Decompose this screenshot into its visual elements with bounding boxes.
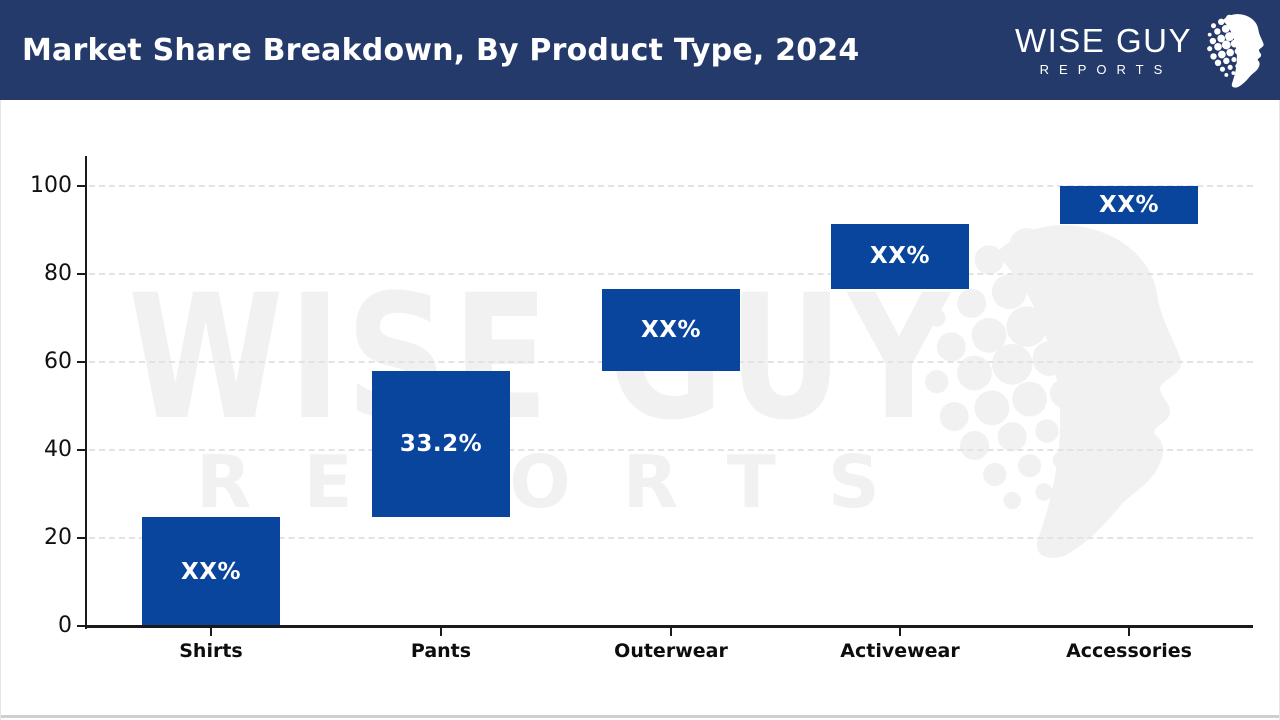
bar-value-label: XX%	[180, 558, 241, 585]
bar-outerwear: XX%	[602, 289, 740, 371]
x-tick-label: Shirts	[179, 640, 243, 662]
y-tick-label: 60	[44, 348, 72, 374]
gridline	[89, 536, 1253, 539]
gridline	[89, 448, 1253, 451]
bar-value-label: XX%	[1098, 191, 1159, 218]
y-tick	[77, 448, 85, 451]
y-tick	[77, 272, 85, 275]
bar-pants: 33.2%	[372, 370, 510, 518]
x-tick	[670, 628, 672, 636]
brand-text: WISE GUY REPORTS	[1015, 24, 1192, 77]
y-axis-line	[85, 156, 87, 629]
bar-accessories: XX%	[1060, 185, 1198, 224]
bar-activewear: XX%	[831, 223, 969, 289]
x-axis-line	[85, 625, 1253, 628]
bar-shirts: XX%	[142, 517, 280, 626]
gridline	[89, 184, 1253, 187]
y-tick-label: 100	[30, 172, 72, 198]
bar-value-label: XX%	[869, 243, 930, 270]
header: Market Share Breakdown, By Product Type,…	[0, 0, 1280, 100]
page-title: Market Share Breakdown, By Product Type,…	[22, 32, 860, 68]
y-tick-label: 0	[58, 613, 72, 638]
bottom-strip	[0, 715, 1280, 718]
y-tick	[77, 625, 85, 627]
y-tick-label: 20	[44, 524, 72, 550]
x-tick	[1128, 628, 1130, 636]
x-tick-label: Outerwear	[614, 640, 728, 662]
x-tick-label: Activewear	[840, 640, 960, 662]
brand-wordmark: WISE GUY	[1014, 21, 1192, 59]
brand-logo: WISE GUY REPORTS	[1015, 0, 1266, 100]
x-tick-label: Pants	[410, 640, 472, 662]
x-tick-label: Accessories	[1066, 640, 1192, 662]
y-tick-label: 80	[44, 260, 72, 286]
brand-subtext: REPORTS	[1039, 61, 1173, 77]
x-tick	[899, 628, 901, 636]
y-tick	[77, 536, 85, 539]
gridline	[89, 272, 1253, 275]
x-tick	[210, 628, 212, 636]
bar-value-label: 33.2%	[399, 431, 483, 458]
x-tick	[440, 628, 442, 636]
y-tick-label: 40	[44, 436, 72, 462]
left-edge-border	[0, 100, 1, 720]
bar-value-label: XX%	[640, 316, 701, 343]
y-tick	[77, 360, 85, 363]
y-tick	[77, 184, 85, 187]
